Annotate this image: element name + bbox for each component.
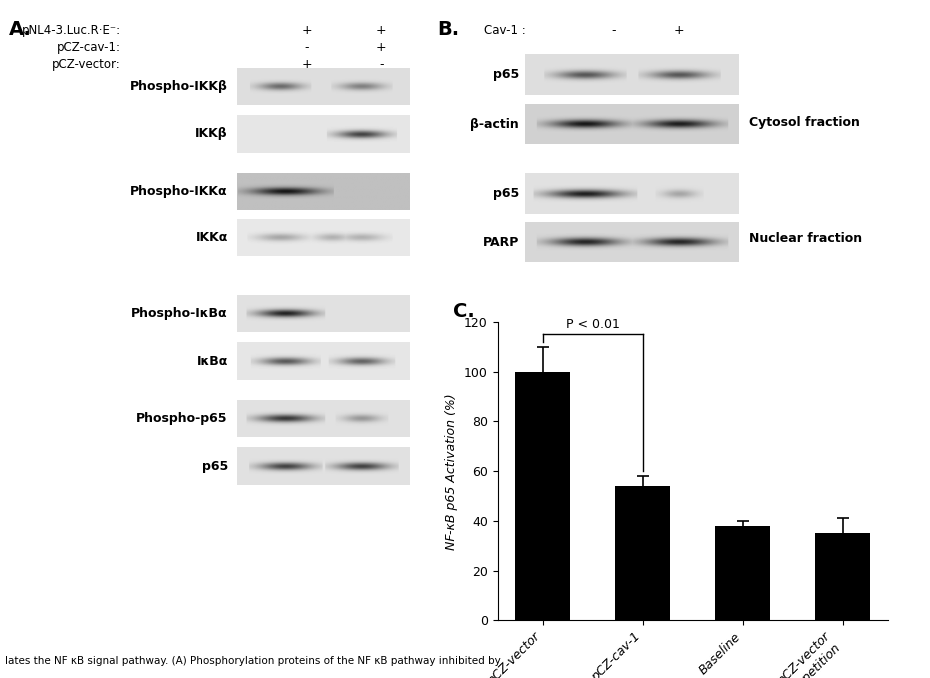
Text: Phospho-IKKβ: Phospho-IKKβ bbox=[130, 80, 228, 93]
Text: Nuclear fraction: Nuclear fraction bbox=[749, 232, 862, 245]
Text: B.: B. bbox=[437, 20, 459, 39]
Text: IκBα: IκBα bbox=[196, 355, 228, 367]
Text: +: + bbox=[301, 58, 312, 71]
Text: +: + bbox=[376, 24, 387, 37]
Text: +: + bbox=[673, 24, 684, 37]
Bar bbox=[515, 372, 570, 620]
Text: Phospho-IKKα: Phospho-IKKα bbox=[130, 185, 228, 198]
Text: -: - bbox=[305, 41, 309, 54]
Text: p65: p65 bbox=[493, 186, 519, 200]
Text: PARP: PARP bbox=[483, 235, 519, 249]
Text: A.: A. bbox=[9, 20, 33, 39]
Text: p65: p65 bbox=[202, 460, 228, 473]
Bar bbox=[616, 486, 671, 620]
Text: pCZ-cav-1:: pCZ-cav-1: bbox=[57, 41, 121, 54]
Text: lates the NF κB signal pathway. (A) Phosphorylation proteins of the NF κB pathwa: lates the NF κB signal pathway. (A) Phos… bbox=[5, 656, 500, 666]
Text: +: + bbox=[301, 24, 312, 37]
Text: Cav-1 :: Cav-1 : bbox=[484, 24, 525, 37]
Y-axis label: NF-κB p65 Activation (%): NF-κB p65 Activation (%) bbox=[445, 393, 458, 550]
Text: Cytosol fraction: Cytosol fraction bbox=[749, 115, 859, 129]
Text: Phospho-IκBα: Phospho-IκBα bbox=[131, 307, 228, 320]
Text: IKKα: IKKα bbox=[195, 231, 228, 244]
Text: +: + bbox=[376, 41, 387, 54]
Text: pNL4-3.Luc.R·E⁻:: pNL4-3.Luc.R·E⁻: bbox=[21, 24, 121, 37]
Text: IKKβ: IKKβ bbox=[195, 127, 228, 140]
Bar bbox=[816, 534, 870, 620]
Text: p65: p65 bbox=[493, 68, 519, 81]
Text: -: - bbox=[379, 58, 383, 71]
Bar bbox=[715, 526, 770, 620]
Text: Phospho-p65: Phospho-p65 bbox=[137, 412, 228, 425]
Text: -: - bbox=[612, 24, 616, 37]
Text: P < 0.01: P < 0.01 bbox=[565, 318, 619, 331]
Text: C.: C. bbox=[453, 302, 474, 321]
Text: pCZ-vector:: pCZ-vector: bbox=[52, 58, 121, 71]
Text: β-actin: β-actin bbox=[471, 117, 519, 131]
